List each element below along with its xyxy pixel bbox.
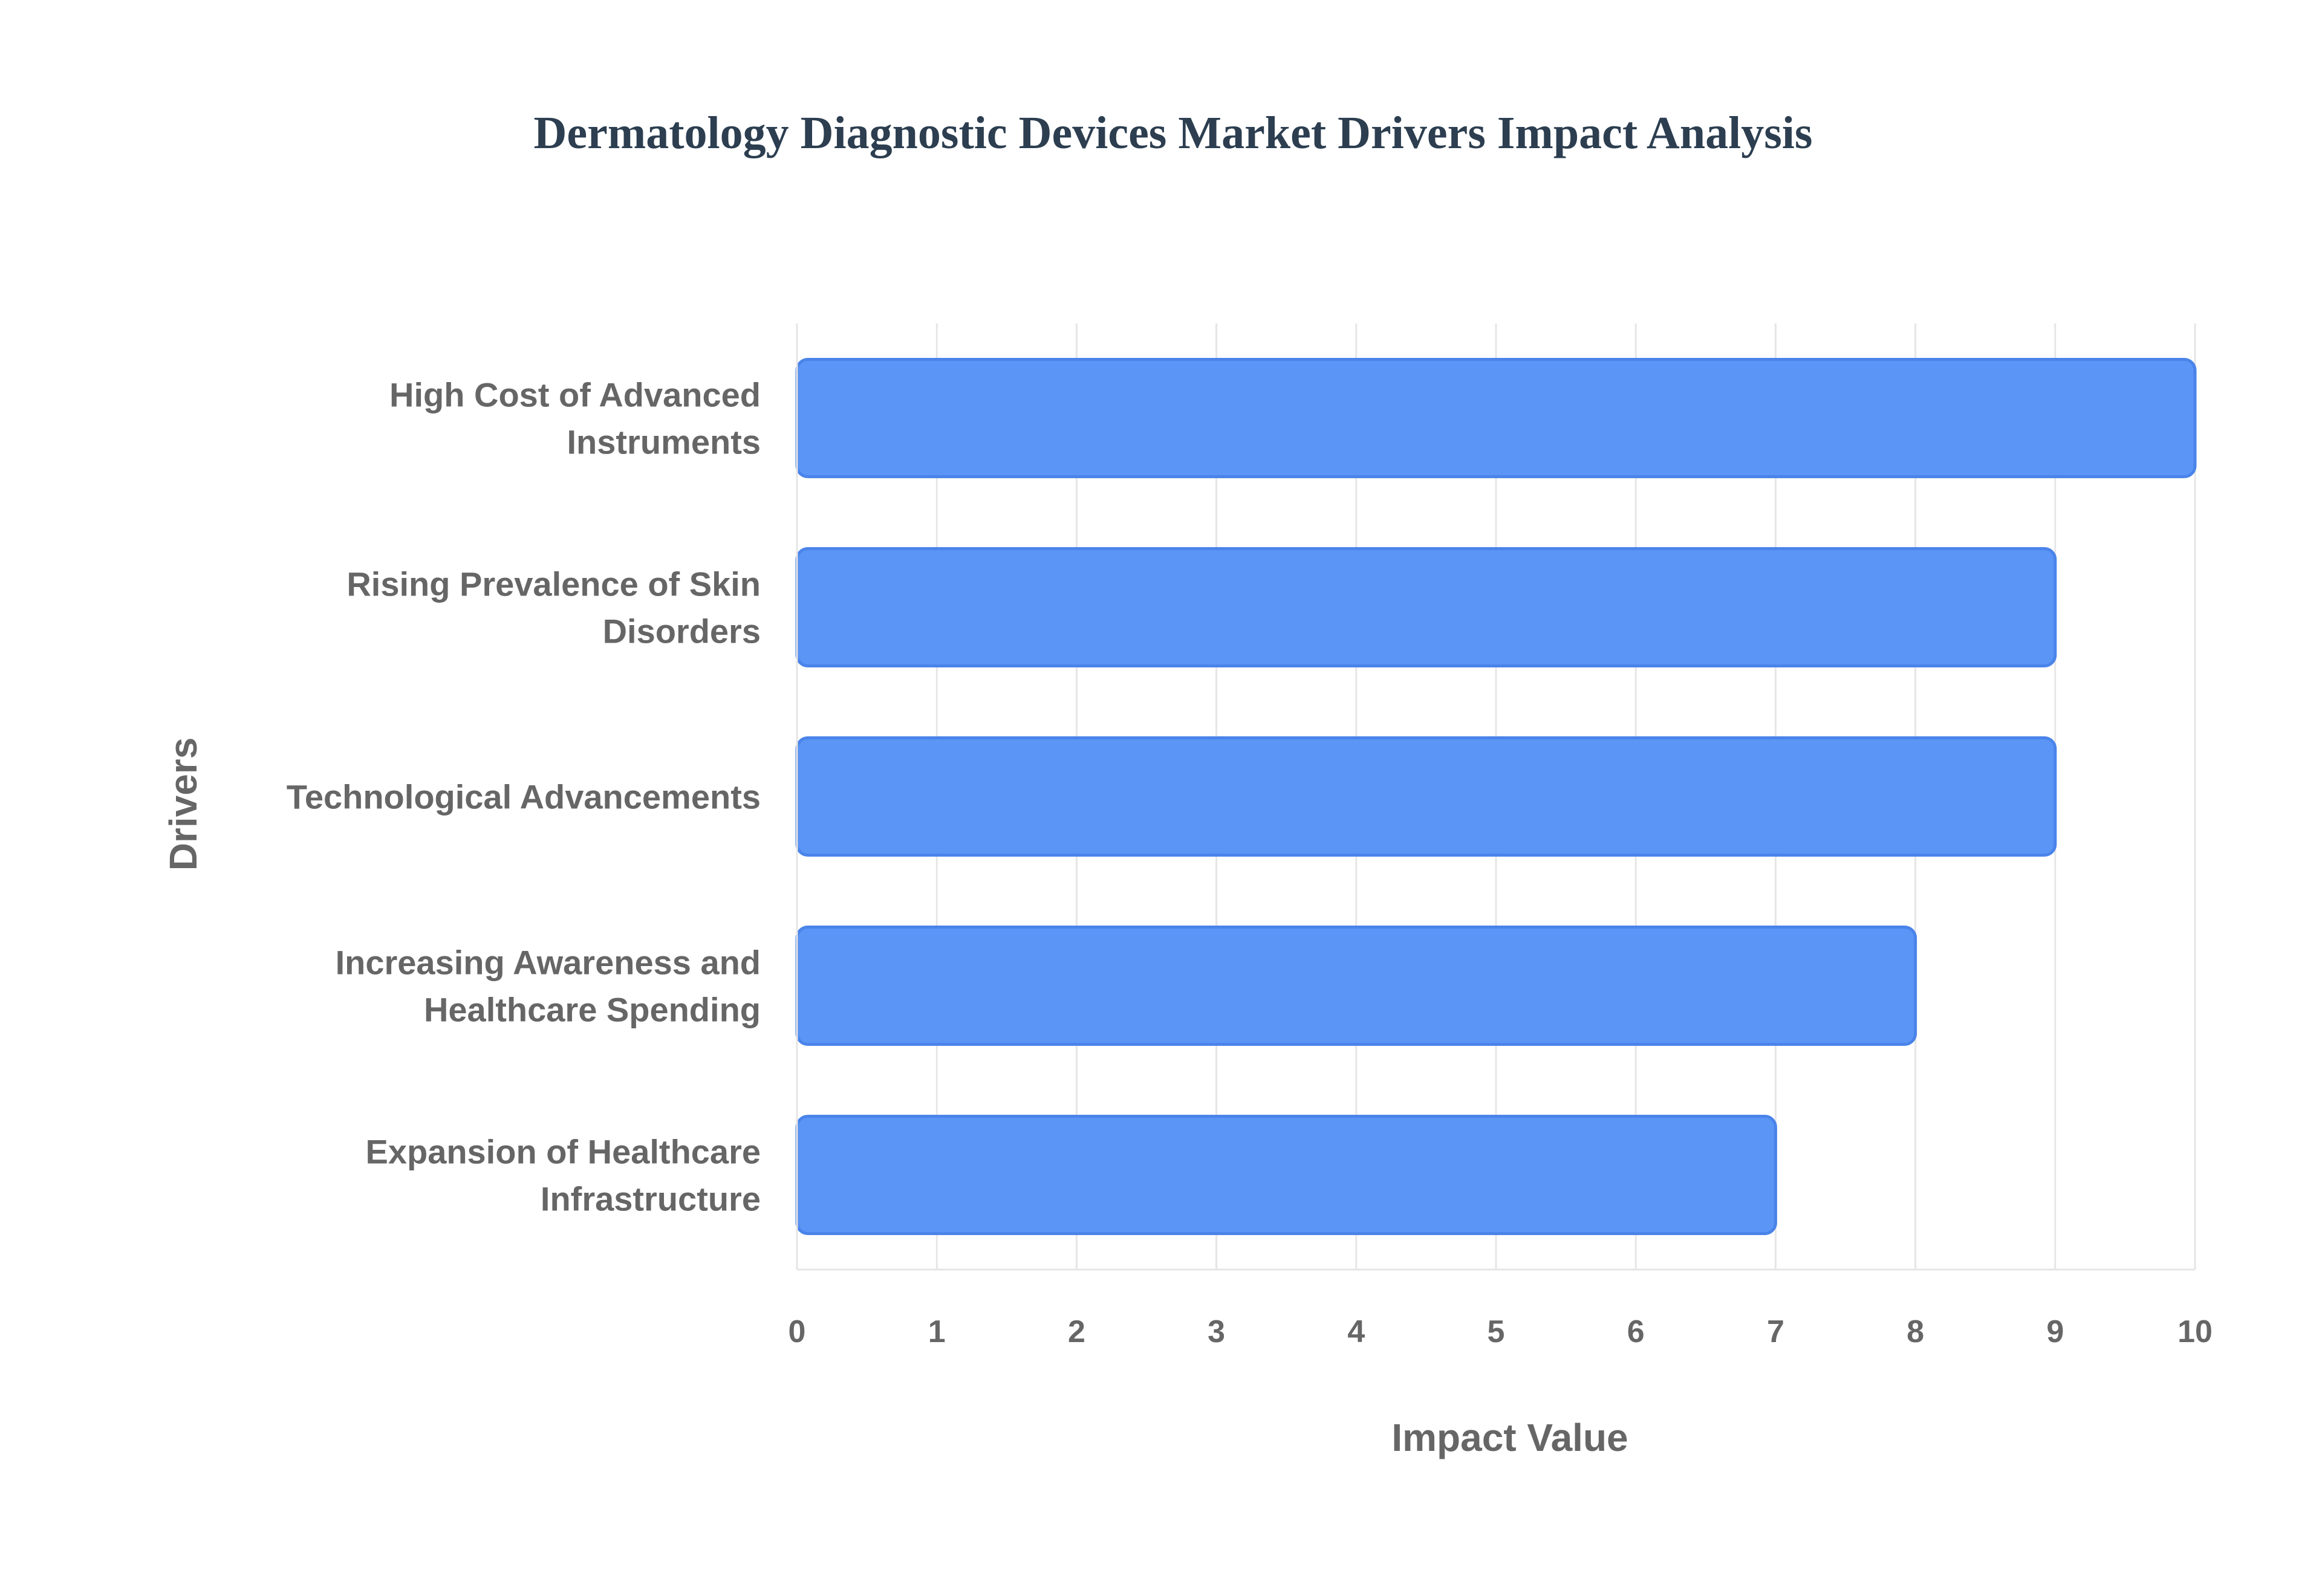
chart-title: Dermatology Diagnostic Devices Market Dr… (534, 108, 1813, 158)
bar (795, 1114, 1777, 1236)
y-category-label-line: Infrastructure (541, 1180, 761, 1218)
y-category-label-line: High Cost of Advanced (389, 376, 761, 414)
x-tick-label: 7 (1767, 1314, 1784, 1349)
y-category-label: Rising Prevalence of Skin Disorders (346, 565, 761, 650)
axes (796, 323, 2195, 1271)
bar (795, 547, 2057, 668)
x-tick-label: 10 (2177, 1314, 2213, 1349)
y-category-label-line: Technological Advancements (287, 778, 761, 816)
y-category-label: Technological Advancements (287, 778, 761, 816)
y-category-label-line: Increasing Awareness and (336, 944, 761, 982)
x-axis-title: Impact Value (1391, 1416, 1628, 1459)
y-category-label-line: Expansion of Healthcare (365, 1133, 761, 1171)
y-category-label: Expansion of Healthcare Infrastructure (365, 1133, 761, 1218)
bar (795, 357, 2197, 479)
y-category-label: High Cost of Advanced Instruments (389, 376, 761, 461)
bar (795, 925, 1917, 1046)
x-tick-label: 9 (2046, 1314, 2064, 1349)
x-tick-label: 2 (1068, 1314, 1085, 1349)
y-category-label: Increasing Awareness and Healthcare Spend… (336, 944, 761, 1029)
y-category-labels: High Cost of Advanced Instruments Rising P… (287, 376, 761, 1218)
x-tick-label: 5 (1488, 1314, 1505, 1349)
x-tick-label: 0 (789, 1314, 806, 1349)
x-tick-labels: 0 1 2 3 4 5 6 7 8 9 10 (789, 1314, 2213, 1349)
x-tick-label: 6 (1627, 1314, 1645, 1349)
y-axis-title: Drivers (161, 738, 205, 871)
x-tick-label: 3 (1208, 1314, 1225, 1349)
bars (795, 357, 2197, 1236)
plot-area: 0 1 2 3 4 5 6 7 8 9 10 High Cost of Advanced Instru… (287, 323, 2213, 1349)
x-tick-label: 1 (928, 1314, 946, 1349)
bar (795, 736, 2057, 857)
y-category-label-line: Healthcare Spending (424, 991, 761, 1029)
x-tick-label: 4 (1347, 1314, 1365, 1349)
y-category-label-line: Disorders (603, 612, 761, 650)
y-category-label-line: Instruments (567, 423, 761, 461)
y-category-label-line: Rising Prevalence of Skin (346, 565, 761, 603)
x-tick-label: 8 (1907, 1314, 1924, 1349)
